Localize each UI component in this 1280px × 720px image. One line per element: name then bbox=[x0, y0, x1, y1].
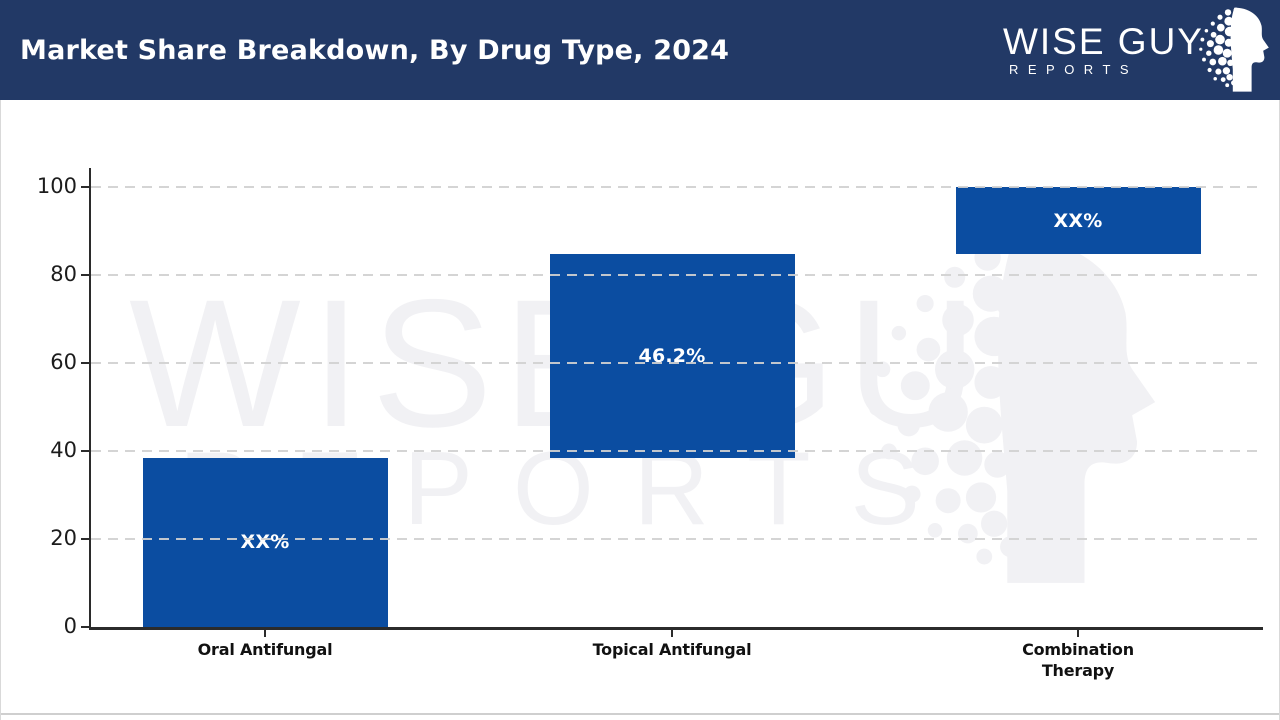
bar-value-label: XX% bbox=[1053, 209, 1103, 232]
gridline-80 bbox=[91, 274, 1259, 276]
x-axis-line bbox=[89, 627, 1263, 630]
y-tick-40 bbox=[81, 450, 89, 452]
gridline-40 bbox=[91, 450, 1259, 452]
x-tick-1 bbox=[264, 629, 266, 637]
gridline-60 bbox=[91, 362, 1259, 364]
y-tick-20 bbox=[81, 538, 89, 540]
gridline-100 bbox=[91, 186, 1259, 188]
bar-combination-therapy: XX% bbox=[955, 187, 1201, 255]
y-tick-label-20: 20 bbox=[50, 526, 77, 550]
chart-title: Market Share Breakdown, By Drug Type, 20… bbox=[20, 34, 730, 66]
x-category-label: Combination Therapy bbox=[1022, 640, 1134, 680]
brand-logo-text: WISE GUY REPORTS bbox=[1002, 20, 1204, 78]
y-tick-label-100: 100 bbox=[36, 174, 77, 198]
y-tick-80 bbox=[81, 274, 89, 276]
bottom-border bbox=[1, 713, 1279, 715]
brand-wordmark: WISE GUY bbox=[1002, 20, 1204, 62]
bar-value-label: 46.2% bbox=[638, 344, 706, 367]
chart-area: WISE GUY REPORTS XX%46.2%XX% 02040608010… bbox=[0, 100, 1280, 720]
y-tick-60 bbox=[81, 362, 89, 364]
gridline-20 bbox=[91, 538, 1259, 540]
y-axis-line bbox=[89, 168, 91, 629]
watermark-head-icon bbox=[839, 228, 1169, 596]
y-tick-0 bbox=[81, 626, 89, 628]
brand-tagline: REPORTS bbox=[1008, 62, 1139, 78]
brand-head-icon bbox=[1192, 5, 1272, 95]
x-tick-2 bbox=[671, 629, 673, 637]
y-tick-label-80: 80 bbox=[50, 262, 77, 286]
y-tick-label-60: 60 bbox=[50, 350, 77, 374]
x-category-label: Topical Antifungal bbox=[592, 640, 752, 659]
bar-topical-antifungal: 46.2% bbox=[549, 254, 795, 458]
header-bar: Market Share Breakdown, By Drug Type, 20… bbox=[0, 0, 1280, 100]
x-category-label: Oral Antifungal bbox=[197, 640, 333, 659]
brand-logo: WISE GUY REPORTS bbox=[1003, 4, 1272, 96]
bar-oral-antifungal: XX% bbox=[142, 457, 388, 627]
bar-value-label: XX% bbox=[240, 531, 290, 554]
y-tick-label-40: 40 bbox=[50, 438, 77, 462]
x-tick-3 bbox=[1077, 629, 1079, 637]
y-tick-100 bbox=[81, 186, 89, 188]
y-tick-label-0: 0 bbox=[63, 614, 77, 638]
